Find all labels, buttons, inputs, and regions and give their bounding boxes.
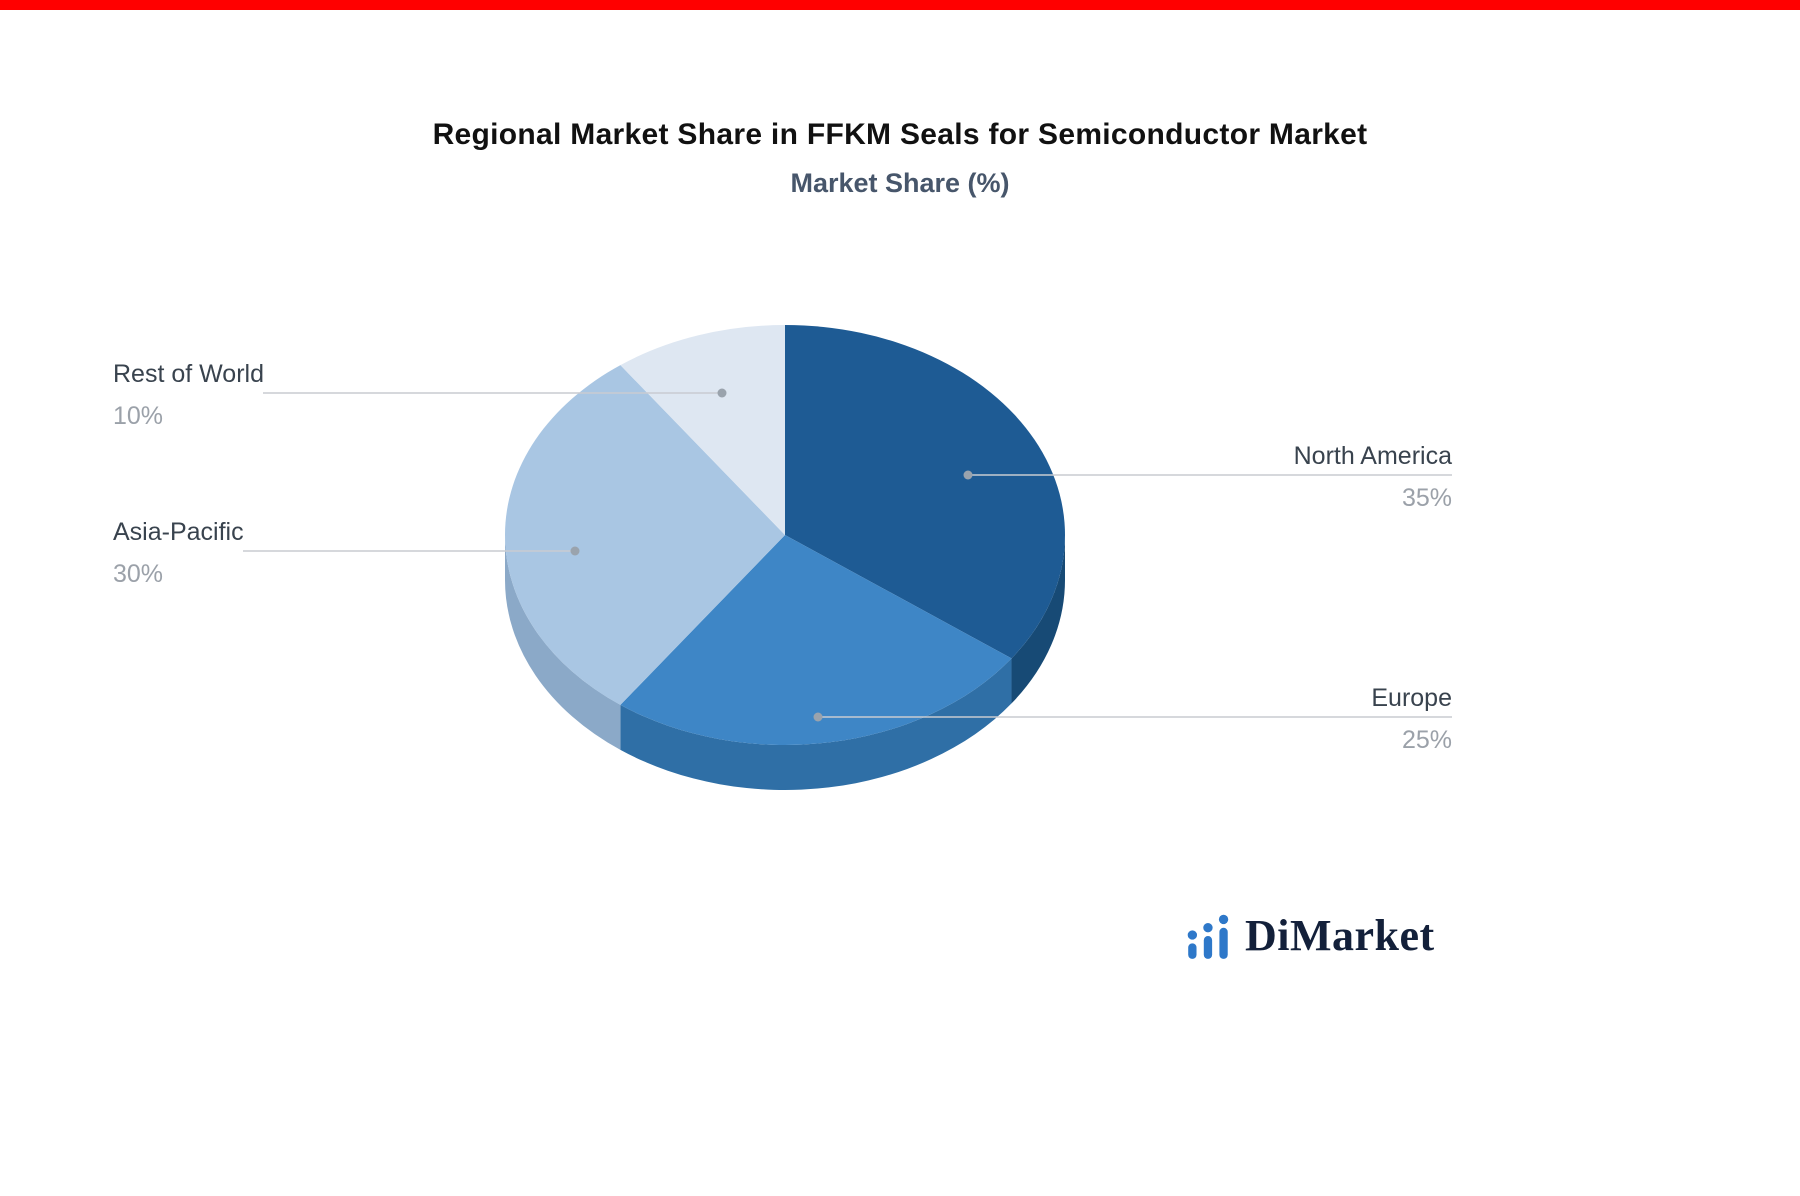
slice-name: North America [1293, 442, 1452, 470]
bar-chart-icon [1187, 914, 1229, 959]
slice-name: Rest of World [113, 360, 264, 388]
slice-value-north-america: 35% [1402, 483, 1452, 513]
slice-value: 30% [113, 560, 164, 588]
chart-subtitle: Market Share (%) [790, 168, 1010, 198]
slice-name: Asia-Pacific [113, 518, 244, 546]
slice-label-rest-of-world: Rest of World [113, 359, 264, 389]
dimarket-logo: DiMarket [1185, 905, 1435, 965]
slice-value-europe: 25% [1402, 725, 1452, 755]
slice-value: 35% [1401, 484, 1452, 512]
chart-title: Regional Market Share in FFKM Seals for … [432, 118, 1368, 151]
pie-slice-north-america [785, 325, 1065, 659]
slice-value: 25% [1401, 726, 1452, 754]
top-red-strip [0, 0, 1800, 10]
pie-slice-europe [620, 535, 1012, 745]
slice-label-asia-pacific: Asia-Pacific [113, 517, 244, 547]
slice-label-europe: Europe [1371, 683, 1452, 713]
slice-value-asia-pacific: 30% [113, 559, 163, 589]
pie-slice-rest-of-world [620, 325, 785, 535]
slice-name: Europe [1371, 684, 1452, 712]
slice-label-north-america: North America [1294, 441, 1452, 471]
brand-name: DiMarket [1245, 910, 1435, 960]
slice-value-rest-of-world: 10% [113, 401, 163, 431]
slice-value: 10% [113, 402, 164, 430]
pie-slice-asia-pacific [504, 365, 785, 705]
